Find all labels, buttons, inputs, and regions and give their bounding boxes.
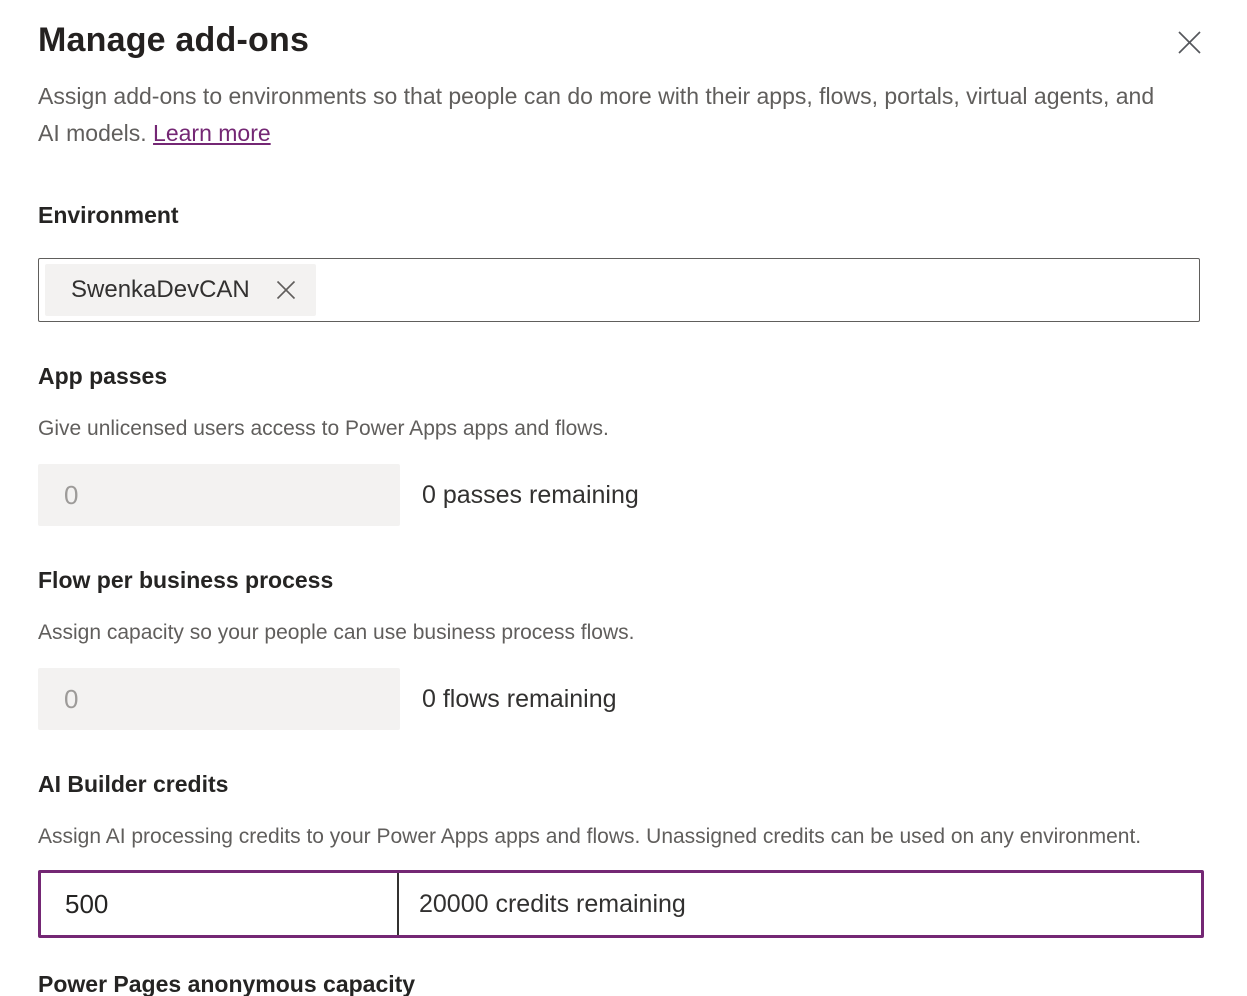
section-title: App passes <box>38 363 168 389</box>
section-title-power-pages: Power Pages anonymous capacity <box>38 971 416 996</box>
close-button[interactable] <box>1173 26 1205 58</box>
environment-label: Environment <box>38 202 179 228</box>
app-passes-input[interactable] <box>38 464 400 526</box>
environment-tag-remove-button[interactable] <box>264 268 308 312</box>
ai-builder-credits-input[interactable] <box>41 873 397 935</box>
environment-picker[interactable]: SwenkaDevCAN <box>38 258 1200 322</box>
flows-remaining-label: 0 flows remaining <box>422 684 617 713</box>
section-description: Assign capacity so your people can use b… <box>38 621 635 644</box>
section-app-passes: App passes Give unlicensed users access … <box>38 362 1200 526</box>
dialog-description: Assign add-ons to environments so that p… <box>38 78 1178 152</box>
assign-row: 0 passes remaining <box>38 464 1200 526</box>
ai-builder-credits-input-cell <box>41 873 399 935</box>
environment-tag: SwenkaDevCAN <box>45 264 316 316</box>
section-flow-per-business-process: Flow per business process Assign capacit… <box>38 566 1200 730</box>
section-ai-builder-credits: AI Builder credits Assign AI processing … <box>38 770 1204 938</box>
section-description: Assign AI processing credits to your Pow… <box>38 825 1142 848</box>
ai-builder-credits-row: 20000 credits remaining <box>38 870 1204 938</box>
learn-more-link[interactable]: Learn more <box>153 120 271 146</box>
assign-row: 0 flows remaining <box>38 668 1200 730</box>
credits-remaining-label: 20000 credits remaining <box>419 889 686 918</box>
flow-per-business-process-input[interactable] <box>38 668 400 730</box>
section-title: Flow per business process <box>38 567 334 593</box>
section-description: Give unlicensed users access to Power Ap… <box>38 417 609 440</box>
close-icon <box>1176 29 1203 56</box>
section-title: AI Builder credits <box>38 771 229 797</box>
page-title: Manage add-ons <box>38 21 310 59</box>
dialog-description-text: Assign add-ons to environments so that p… <box>38 83 1155 146</box>
app-passes-remaining-label: 0 passes remaining <box>422 480 639 509</box>
dismiss-icon <box>275 279 297 301</box>
environment-tag-label: SwenkaDevCAN <box>71 276 250 303</box>
